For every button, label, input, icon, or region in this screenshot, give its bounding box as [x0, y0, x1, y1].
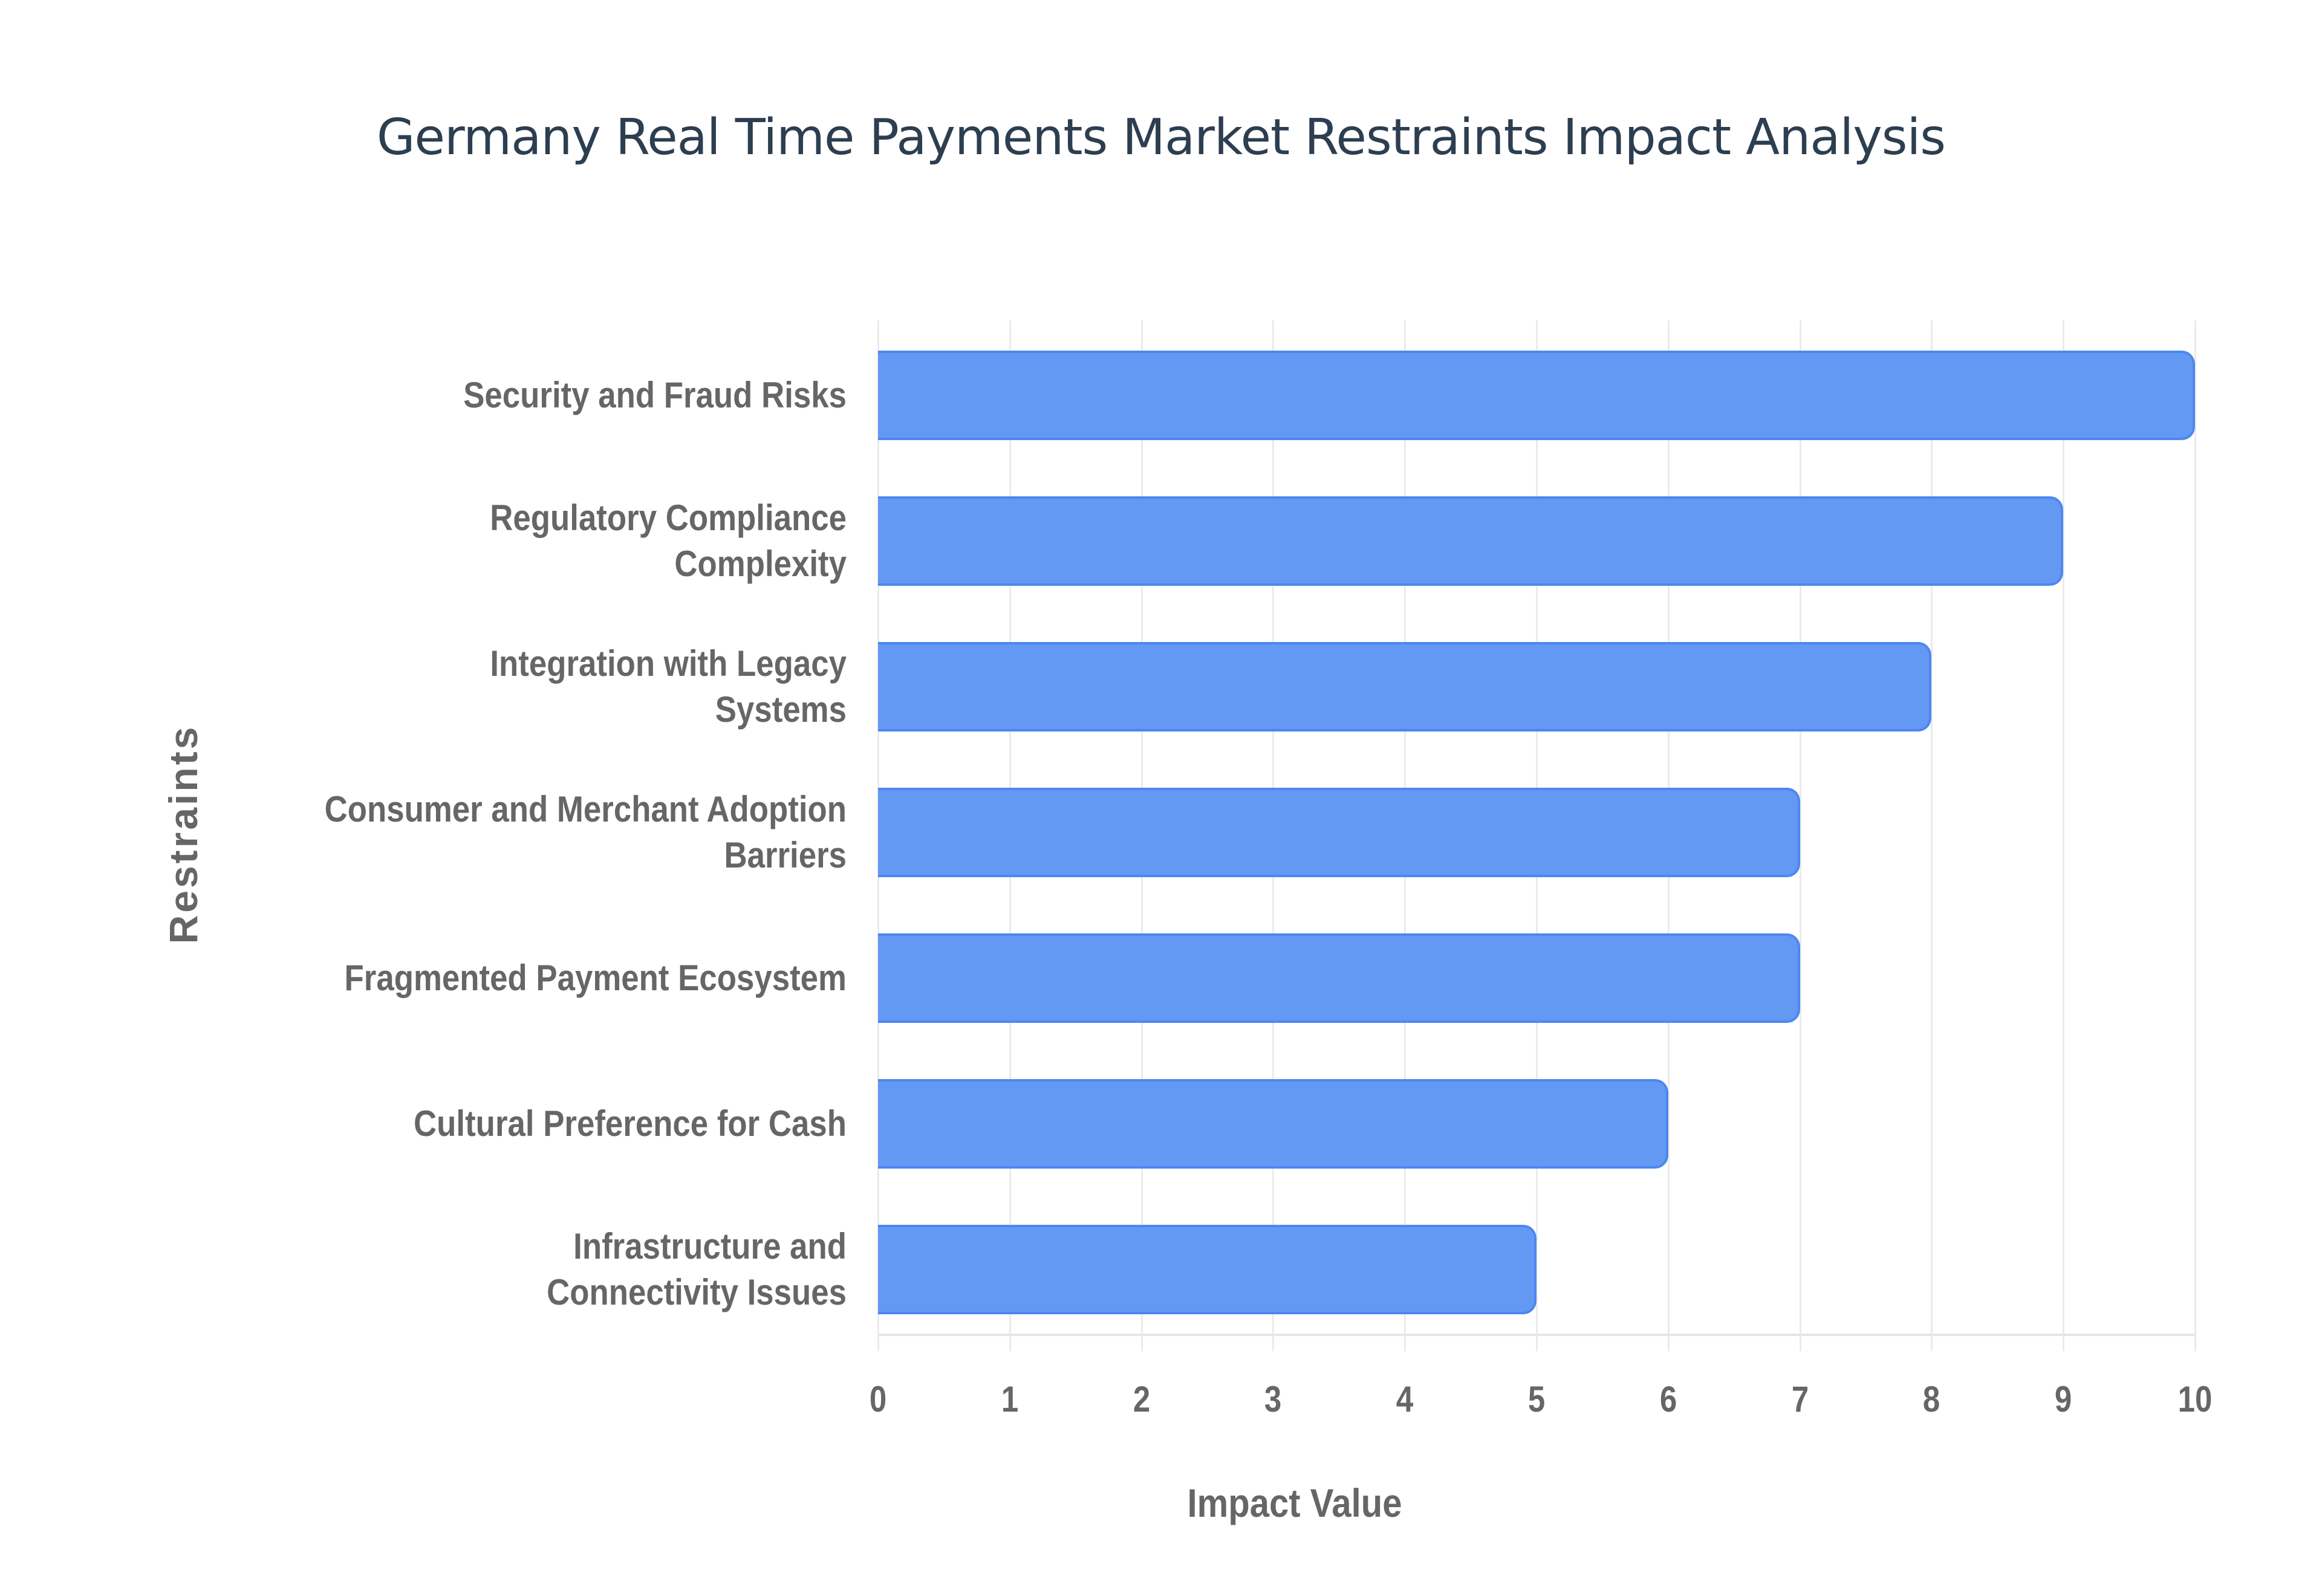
- bar[interactable]: [878, 1079, 1668, 1169]
- bar[interactable]: [878, 496, 2064, 586]
- gridline-x: [2063, 320, 2065, 1351]
- x-tick-label: 6: [1659, 1379, 1677, 1419]
- label-line: Connectivity Issues: [547, 1272, 847, 1312]
- plot-area: [877, 320, 2196, 1351]
- x-tick-label: 9: [2055, 1379, 2072, 1419]
- bar[interactable]: [878, 933, 1800, 1023]
- label-line: Integration with Legacy: [490, 643, 847, 684]
- x-tick-label: 8: [1923, 1379, 1940, 1419]
- chart-title: Germany Real Time Payments Market Restra…: [376, 109, 1946, 166]
- label-line: Cultural Preference for Cash: [414, 1103, 847, 1144]
- y-axis-category-label: Regulatory Compliance Complexity: [208, 495, 847, 587]
- x-axis-baseline: [878, 1334, 2195, 1336]
- y-axis-category-label: Security and Fraud Risks: [208, 372, 847, 418]
- y-axis-category-label: Infrastructure and Connectivity Issues: [208, 1224, 847, 1315]
- label-line: Infrastructure and: [573, 1226, 847, 1267]
- y-axis-category-label: Consumer and Merchant Adoption Barriers: [208, 787, 847, 878]
- label-line: Barriers: [724, 835, 847, 875]
- x-tick-label: 3: [1264, 1379, 1282, 1419]
- y-axis-category-label: Fragmented Payment Ecosystem: [208, 955, 847, 1001]
- x-tick-label: 5: [1527, 1379, 1546, 1419]
- x-tick-label: 0: [869, 1379, 887, 1419]
- x-axis-title: Impact Value: [1187, 1481, 1402, 1525]
- label-line: Consumer and Merchant Adoption: [324, 789, 847, 829]
- gridline-x: [1799, 320, 1801, 1351]
- bar[interactable]: [878, 1225, 1537, 1314]
- label-line: Security and Fraud Risks: [463, 375, 847, 415]
- gridline-x: [2194, 320, 2196, 1351]
- y-axis-title: Restraints: [161, 724, 206, 944]
- y-axis-category-label: Cultural Preference for Cash: [208, 1101, 847, 1147]
- x-tick-label: 2: [1133, 1379, 1150, 1419]
- y-axis-category-label: Integration with Legacy Systems: [208, 641, 847, 733]
- label-line: Complexity: [674, 543, 847, 584]
- gridline-x: [1931, 320, 1933, 1351]
- label-line: Fragmented Payment Ecosystem: [344, 958, 847, 998]
- x-tick-label: 1: [1001, 1379, 1018, 1419]
- label-line: Regulatory Compliance: [490, 498, 847, 538]
- x-tick-label: 7: [1791, 1379, 1809, 1419]
- x-tick-label: 4: [1396, 1379, 1414, 1419]
- bar[interactable]: [878, 642, 1932, 731]
- label-line: Systems: [715, 689, 847, 730]
- x-tick-label: 10: [2177, 1379, 2213, 1419]
- bar[interactable]: [878, 788, 1800, 877]
- bar[interactable]: [878, 351, 2195, 440]
